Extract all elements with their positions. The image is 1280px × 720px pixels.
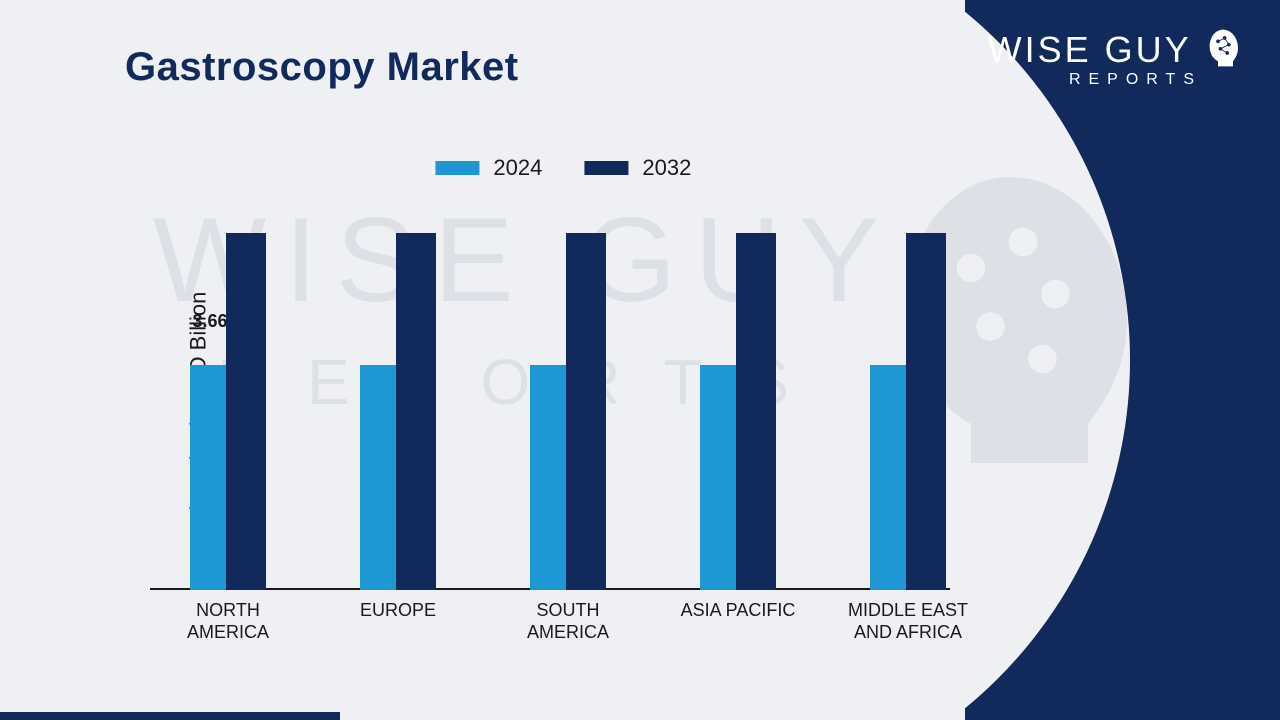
accent-bar xyxy=(0,712,340,720)
bar-group: EUROPE xyxy=(360,190,436,590)
bar-chart: Market Size in USD Billion 2024 2032 3.6… xyxy=(90,160,960,680)
bar-2024 xyxy=(360,365,400,590)
legend-item-2032: 2032 xyxy=(584,155,691,181)
bar-group: ASIA PACIFIC xyxy=(700,190,776,590)
bar-group: MIDDLE EAST AND AFRICA xyxy=(870,190,946,590)
bar-value-label: 3.66 xyxy=(192,311,227,338)
plot-area: 3.66NORTH AMERICA EUROPE SOUTH AMERICA ASIA… xyxy=(150,190,950,590)
x-tick-label: MIDDLE EAST AND AFRICA xyxy=(838,590,978,643)
bar-2024 xyxy=(190,365,230,590)
bar-2032 xyxy=(396,233,436,590)
x-tick-label: SOUTH AMERICA xyxy=(498,590,638,643)
legend: 2024 2032 xyxy=(435,155,691,181)
bar-2032 xyxy=(736,233,776,590)
page-title: Gastroscopy Market xyxy=(125,45,519,90)
legend-label-2032: 2032 xyxy=(642,155,691,181)
bar-2032 xyxy=(906,233,946,590)
bar-2024 xyxy=(870,365,910,590)
legend-swatch-2024 xyxy=(435,161,479,175)
brand-logo: WISE GUY REPORTS xyxy=(988,28,1240,88)
bar-group: SOUTH AMERICA xyxy=(530,190,606,590)
bar-group: 3.66NORTH AMERICA xyxy=(190,190,266,590)
legend-item-2024: 2024 xyxy=(435,155,542,181)
legend-label-2024: 2024 xyxy=(493,155,542,181)
brand-line1: WISE GUY xyxy=(988,29,1191,70)
x-tick-label: EUROPE xyxy=(328,590,468,622)
x-tick-label: ASIA PACIFIC xyxy=(668,590,808,622)
head-icon xyxy=(1206,28,1240,68)
bar-2024 xyxy=(700,365,740,590)
bar-2032 xyxy=(226,233,266,590)
legend-swatch-2032 xyxy=(584,161,628,175)
bar-2024 xyxy=(530,365,570,590)
brand-line2: REPORTS xyxy=(988,72,1202,88)
x-tick-label: NORTH AMERICA xyxy=(158,590,298,643)
bar-2032 xyxy=(566,233,606,590)
